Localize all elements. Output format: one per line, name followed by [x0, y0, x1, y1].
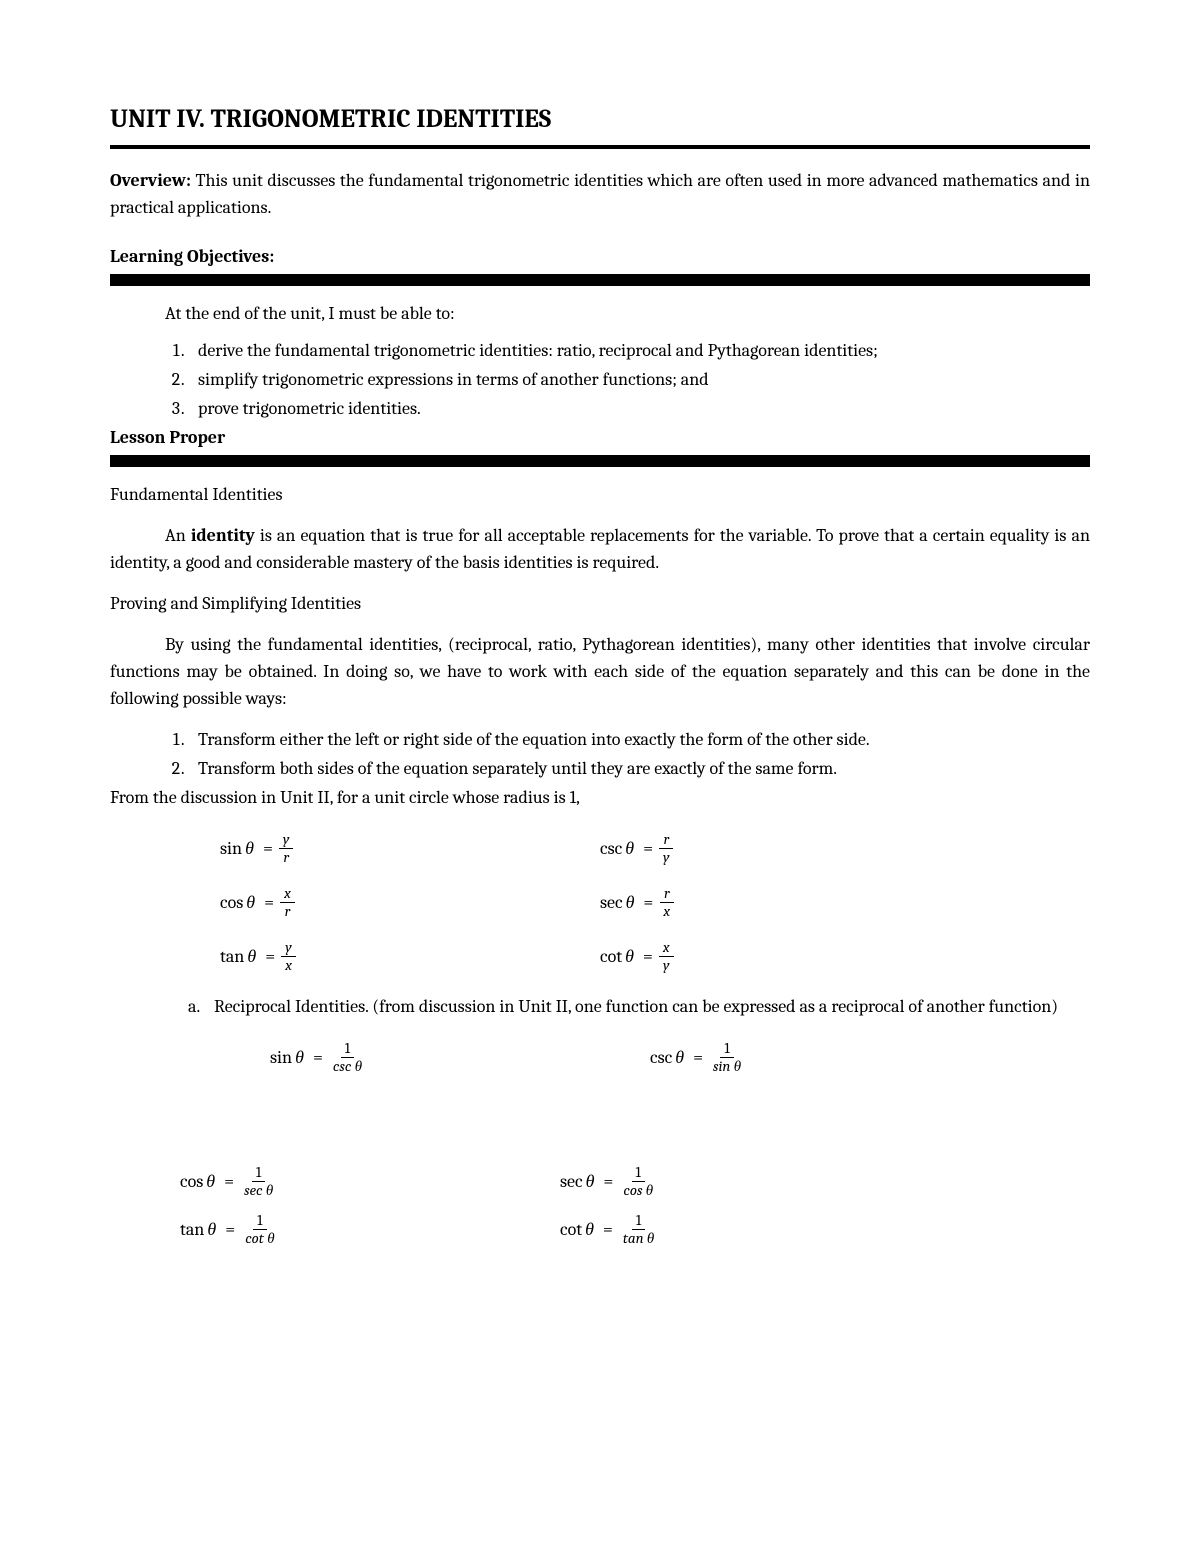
step-item: Transform either the left or right side … — [188, 726, 1090, 753]
formula: cscθ=ry — [600, 831, 980, 865]
steps-list: Transform either the left or right side … — [188, 726, 1090, 782]
formula: secθ=rx — [600, 885, 980, 919]
formula: sinθ=yr — [220, 831, 600, 865]
identity-definition-para: An identity is an equation that is true … — [110, 522, 1090, 576]
heavy-rule — [110, 274, 1090, 286]
formula: cscθ=1sin θ — [650, 1040, 1030, 1074]
heavy-rule — [110, 455, 1090, 467]
identity-pre: An — [165, 525, 191, 546]
basic-definitions-grid: sinθ=yrcscθ=rycosθ=xrsecθ=rxtanθ=yxcotθ=… — [220, 831, 1090, 973]
sub-item-marker: a. — [188, 993, 214, 1020]
sub-item-a: a. Reciprocal Identities. (from discussi… — [188, 993, 1090, 1020]
objective-item: prove trigonometric identities. — [188, 395, 1090, 422]
sub-item-text: Reciprocal Identities. (from discussion … — [214, 993, 1058, 1020]
unit-circle-line: From the discussion in Unit II, for a un… — [110, 784, 1090, 811]
objectives-intro: At the end of the unit, I must be able t… — [165, 300, 1090, 327]
overview-label: Overview: — [110, 170, 191, 191]
formula: cotθ=1tan θ — [560, 1212, 940, 1246]
formula: tanθ=1cot θ — [180, 1212, 560, 1246]
formula: cosθ=1sec θ — [180, 1164, 560, 1198]
overview-text: This unit discusses the fundamental trig… — [110, 170, 1090, 218]
unit-title: UNIT IV. TRIGONOMETRIC IDENTITIES — [110, 100, 1090, 149]
formula: cotθ=xy — [600, 939, 980, 973]
step-item: Transform both sides of the equation sep… — [188, 755, 1090, 782]
overview-paragraph: Overview: This unit discusses the fundam… — [110, 167, 1090, 221]
objectives-list: derive the fundamental trigonometric ide… — [188, 337, 1090, 422]
formula: sinθ=1csc θ — [270, 1040, 650, 1074]
formula: tanθ=yx — [220, 939, 600, 973]
fundamental-identities-heading: Fundamental Identities — [110, 481, 1090, 508]
formula: cosθ=xr — [220, 885, 600, 919]
objective-item: derive the fundamental trigonometric ide… — [188, 337, 1090, 364]
proving-heading: Proving and Simplifying Identities — [110, 590, 1090, 617]
objective-item: simplify trigonometric expressions in te… — [188, 366, 1090, 393]
reciprocal-top-grid: sinθ=1csc θcscθ=1sin θ — [270, 1040, 1090, 1074]
proving-para: By using the fundamental identities, (re… — [110, 631, 1090, 712]
lesson-proper-heading: Lesson Proper — [110, 424, 1090, 451]
identity-bold: identity — [191, 525, 255, 546]
formula: secθ=1cos θ — [560, 1164, 940, 1198]
identity-post: is an equation that is true for all acce… — [110, 525, 1090, 573]
learning-objectives-heading: Learning Objectives: — [110, 243, 1090, 270]
reciprocal-bottom-grid: cosθ=1sec θsecθ=1cos θtanθ=1cot θcotθ=1t… — [180, 1164, 1090, 1246]
